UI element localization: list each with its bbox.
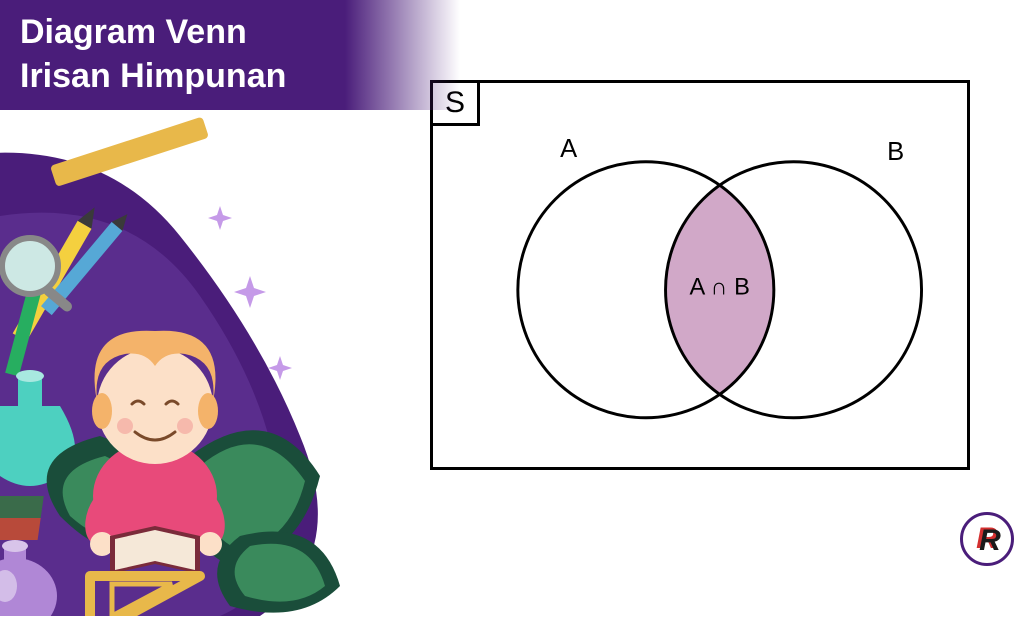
title-banner: Diagram Venn Irisan Himpunan — [0, 0, 460, 110]
intersection-label: A ∩ B — [690, 275, 750, 301]
brand-logo: R R — [960, 512, 1014, 566]
logo-letter-shadow: R — [979, 524, 1001, 558]
page-title: Diagram Venn Irisan Himpunan — [20, 10, 440, 98]
set-b-label: B — [887, 138, 904, 166]
decoration-illustration — [0, 96, 440, 616]
title-line2: Irisan Himpunan — [20, 57, 286, 95]
venn-svg: A B A ∩ B — [433, 83, 967, 467]
title-line1: Diagram Venn — [20, 13, 247, 51]
set-a-label: A — [560, 135, 578, 163]
venn-universe-box: S A B A ∩ B — [430, 80, 970, 470]
